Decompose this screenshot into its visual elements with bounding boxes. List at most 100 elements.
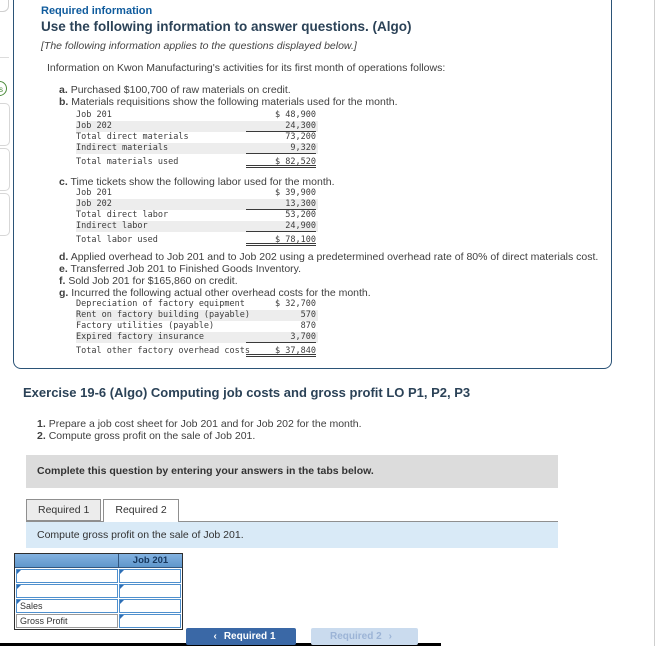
- ledger-row: Depreciation of factory equipment $ 32,70…: [76, 299, 318, 310]
- list-item-e: e. Transferred Job 201 to Finished Goods…: [59, 263, 301, 275]
- ledger-row: Indirect labor 24,900: [76, 221, 318, 232]
- ledger-amount: $ 32,700: [275, 299, 316, 309]
- ledger-amount: 24,300: [246, 121, 316, 132]
- ledger-label: Total direct materials: [76, 132, 189, 142]
- ledger-amount: 73,200: [285, 132, 316, 142]
- ledger-amount: $ 48,900: [275, 110, 316, 120]
- answer-row-4: Gross Profit: [15, 613, 182, 628]
- exercise-title: Exercise 19-6 (Algo) Computing job costs…: [23, 385, 471, 400]
- ledger-row: Total other factory overhead costs $ 37,8…: [76, 346, 318, 357]
- answer-label-cell[interactable]: Sales: [16, 599, 118, 613]
- answer-label-cell[interactable]: [16, 584, 118, 598]
- ledger-row: Factory utilities (payable) 870: [76, 321, 318, 332]
- cutoff-toolbox-1[interactable]: [0, 103, 10, 146]
- prompt-text: Compute gross profit on the sale of Job …: [37, 529, 244, 541]
- ledger-amount: 13,300: [246, 199, 316, 210]
- header-job-201-cell: Job 201: [132, 555, 169, 566]
- labor-used-table: Job 201 $ 39,900 Job 202 13,300 Total direct…: [76, 188, 318, 246]
- ledger-label: Expired factory insurance: [76, 332, 204, 342]
- cell-marker-icon: [120, 585, 124, 589]
- chevron-right-icon: ›: [388, 631, 393, 642]
- answer-value-cell[interactable]: [119, 569, 181, 583]
- cutoff-toolbox-2[interactable]: [0, 148, 10, 191]
- item-letter: d.: [59, 251, 69, 263]
- answer-label-cell-text: Sales: [20, 601, 43, 611]
- item-text: Transferred Job 201 to Finished Goods In…: [70, 263, 302, 275]
- item-letter: b.: [59, 96, 69, 108]
- list-item-f: f. Sold Job 201 for $165,860 on credit.: [59, 275, 238, 287]
- answer-value-cell[interactable]: [119, 599, 181, 613]
- materials-used-table: Job 201 $ 48,900 Job 202 24,300 Total direct…: [76, 110, 318, 168]
- ledger-label: Job 201: [76, 188, 112, 198]
- ledger-amount: 3,700: [246, 332, 316, 343]
- required-information-header: Required information: [41, 5, 153, 17]
- cutoff-green-icon[interactable]: s: [0, 81, 7, 96]
- item-text: Time tickets show the following labor us…: [70, 176, 335, 188]
- ledger-amount: $ 39,900: [275, 188, 316, 198]
- item-letter: c.: [59, 176, 68, 188]
- ledger-amount: 570: [300, 310, 316, 320]
- ledger-row: Job 201 $ 48,900: [76, 110, 318, 121]
- item-text: Materials requisitions show the followin…: [71, 96, 398, 108]
- tab-required-1[interactable]: Required 1: [26, 499, 102, 521]
- cell-marker-icon: [17, 570, 21, 574]
- answer-value-cell[interactable]: [119, 614, 181, 628]
- page-right-edge: [654, 0, 655, 646]
- answer-row-1: [15, 568, 182, 583]
- item-letter: g.: [59, 287, 69, 299]
- item-text: Purchased $100,700 of raw materials on c…: [70, 84, 291, 96]
- header-corner-cell: [15, 554, 119, 567]
- answer-value-cell[interactable]: [119, 584, 181, 598]
- ledger-row: Rent on factory building (payable) 570: [76, 310, 318, 321]
- ledger-label: Indirect labor: [76, 221, 148, 231]
- overhead-costs-table: Depreciation of factory equipment $ 32,70…: [76, 299, 318, 357]
- list-item-c: c. Time tickets show the following labor…: [59, 176, 335, 188]
- chevron-left-icon: ‹: [213, 631, 217, 642]
- item-text: Applied overhead to Job 201 and to Job 2…: [70, 251, 599, 263]
- ledger-label: Total labor used: [76, 235, 158, 245]
- required-2-nav-button[interactable]: Required 2 ›: [311, 628, 418, 645]
- ledger-row: Job 202 13,300: [76, 199, 318, 210]
- answer-table: Job 201 Sales Gross Profit: [14, 553, 183, 630]
- task-item-1: 1. Prepare a job cost sheet for Job 201 …: [37, 418, 362, 430]
- answer-label-cell: Gross Profit: [16, 614, 118, 628]
- item-letter: f.: [59, 275, 66, 287]
- ledger-label: Total other factory overhead costs: [76, 346, 250, 356]
- answer-label-cell[interactable]: [16, 569, 118, 583]
- cutoff-toolbox-3[interactable]: [0, 193, 10, 236]
- list-item-g: g. Incurred the following actual other o…: [59, 287, 371, 299]
- required-tabs: Required 1 Required 2: [26, 499, 179, 522]
- ledger-amount: 870: [300, 321, 316, 331]
- ledger-row: Job 202 24,300: [76, 121, 318, 132]
- required-1-nav-button[interactable]: ‹ Required 1: [186, 628, 296, 645]
- nav-prev-label: Required 1: [223, 631, 276, 642]
- ledger-amount: 53,200: [285, 210, 316, 220]
- list-item-a: a. Purchased $100,700 of raw materials o…: [59, 84, 291, 96]
- answer-row-3: Sales: [15, 598, 182, 613]
- item-text: Incurred the following actual other over…: [71, 287, 371, 299]
- ledger-label: Job 202: [76, 121, 112, 131]
- ledger-label: Factory utilities (payable): [76, 321, 215, 331]
- applies-note: [The following information applies to th…: [41, 40, 357, 52]
- list-item-d: d. Applied overhead to Job 201 and to Jo…: [59, 251, 598, 263]
- cell-marker-icon: [17, 600, 21, 604]
- answer-row-2: [15, 583, 182, 598]
- cell-marker-icon: [17, 585, 21, 589]
- ledger-amount: 24,900: [246, 221, 316, 232]
- cell-marker-icon: [120, 615, 124, 619]
- ledger-label: Rent on factory building (payable): [76, 310, 250, 320]
- cell-marker-icon: [120, 570, 124, 574]
- ledger-amount: 9,320: [246, 143, 316, 154]
- ledger-label: Total materials used: [76, 157, 179, 167]
- answer-table-header-row: Job 201: [15, 554, 182, 568]
- prompt-banner: Compute gross profit on the sale of Job …: [26, 521, 558, 548]
- answer-table-body: Sales Gross Profit: [15, 568, 182, 628]
- instruction-banner-text: Complete this question by entering your …: [37, 465, 374, 477]
- ledger-row: Total materials used $ 82,520: [76, 157, 318, 168]
- company-intro-text: Information on Kwon Manufacturing's acti…: [47, 62, 446, 74]
- cutoff-divider: [0, 57, 9, 58]
- tab-required-2[interactable]: Required 2: [103, 499, 179, 522]
- ledger-row: Total labor used $ 78,100: [76, 235, 318, 246]
- ledger-row: Expired factory insurance 3,700: [76, 332, 318, 343]
